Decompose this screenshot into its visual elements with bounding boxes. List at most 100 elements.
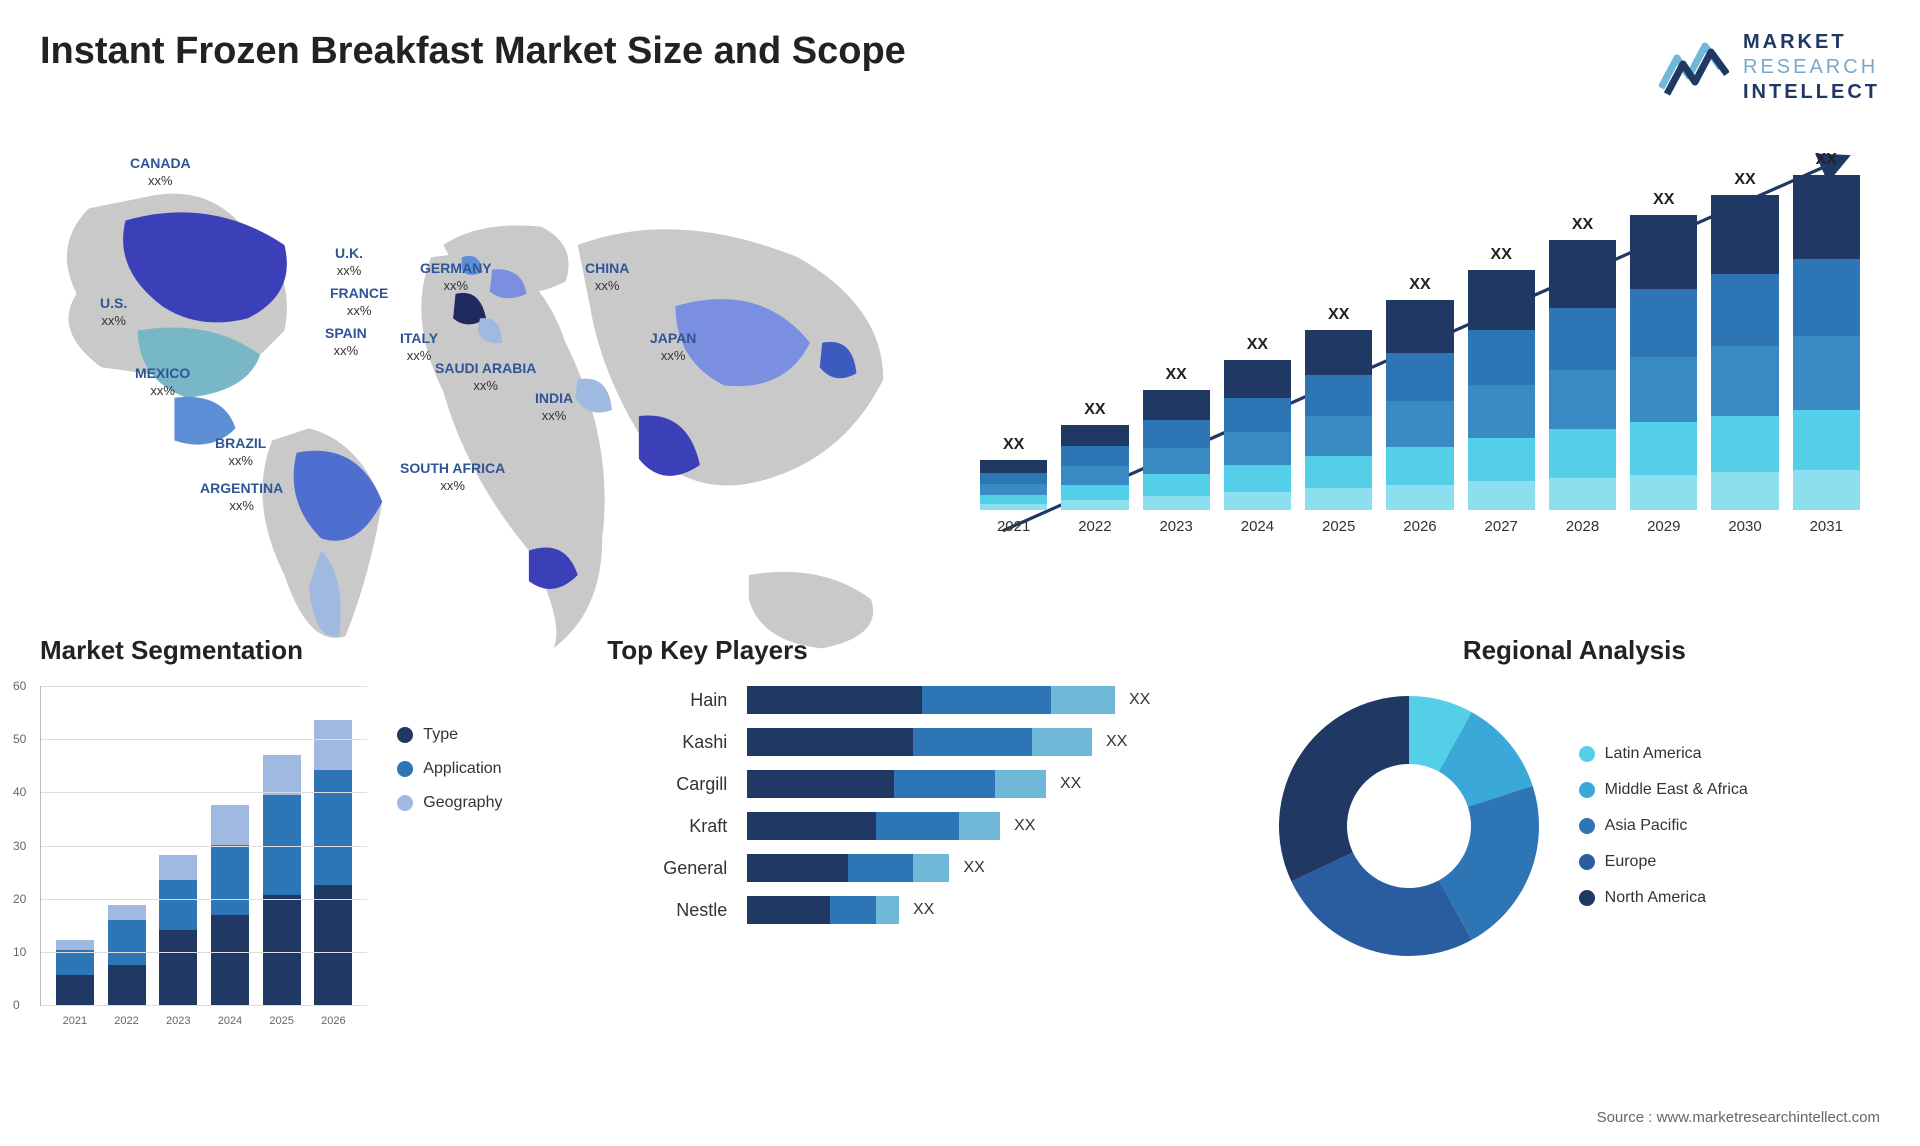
forecast-segment [1224,465,1291,492]
forecast-segment [980,460,1047,473]
seg-column: 2022 [108,905,146,1005]
seg-segment [211,805,249,845]
player-bar [747,770,1046,798]
seg-segment [314,720,352,770]
forecast-segment [1793,470,1860,510]
forecast-value-label: XX [1409,276,1430,294]
gridline [41,846,367,847]
forecast-bar [980,460,1047,510]
forecast-segment [1711,195,1778,274]
legend-item: Type [397,726,557,744]
map-label: ARGENTINAxx% [200,480,283,514]
ytick-label: 10 [13,945,26,959]
legend-swatch [1579,854,1595,870]
player-name: Kashi [607,728,727,756]
seg-segment [56,950,94,975]
seg-segment [108,905,146,920]
forecast-value-label: XX [1572,216,1593,234]
legend-label: Asia Pacific [1605,817,1688,835]
seg-segment [159,880,197,930]
forecast-segment [1630,357,1697,422]
ytick-label: 50 [13,732,26,746]
forecast-value-label: XX [1653,191,1674,209]
forecast-segment [1305,456,1372,488]
forecast-year-label: 2029 [1647,518,1680,535]
forecast-segment [980,484,1047,495]
legend-label: Type [423,726,458,744]
seg-bar [211,805,249,1005]
seg-segment [108,965,146,1005]
forecast-column: XX 2029 [1630,191,1697,535]
forecast-segment [1630,215,1697,289]
forecast-segment [1793,336,1860,410]
player-segment [913,854,950,882]
logo-line3: INTELLECT [1743,80,1880,105]
player-name: Hain [607,686,727,714]
map-label: CANADAxx% [130,155,191,189]
player-segment [747,686,922,714]
ytick-label: 0 [13,998,20,1012]
forecast-value-label: XX [1328,306,1349,324]
forecast-column: XX2031 [1793,151,1860,535]
player-segment [876,896,899,924]
forecast-segment [1793,410,1860,470]
legend-item: Europe [1579,853,1748,871]
forecast-column: XX 2026 [1386,276,1453,535]
forecast-bar [1061,425,1128,510]
player-row: XX [747,686,1218,714]
forecast-bar [1386,300,1453,510]
legend-swatch [1579,782,1595,798]
forecast-value-label: XX [1003,436,1024,454]
legend-swatch [1579,818,1595,834]
forecast-segment [1468,270,1535,330]
forecast-value-label: XX [1247,336,1268,354]
forecast-segment [1386,401,1453,447]
legend-item: Application [397,760,557,778]
forecast-segment [1549,308,1616,370]
regional-title: Regional Analysis [1269,635,1880,666]
forecast-year-label: 2028 [1566,518,1599,535]
player-segment [747,854,848,882]
gridline [41,899,367,900]
legend-label: Europe [1605,853,1657,871]
regional-chart: Latin AmericaMiddle East & AfricaAsia Pa… [1269,686,1880,966]
seg-year-label: 2021 [55,1015,95,1027]
forecast-value-label: XX [1084,401,1105,419]
legend-label: Geography [423,794,502,812]
ytick-label: 30 [13,839,26,853]
segmentation-chart: 202120222023202420252026 0102030405060 T… [40,686,557,1006]
seg-year-label: 2025 [262,1015,302,1027]
forecast-segment [1711,346,1778,415]
source-label: Source : www.marketresearchintellect.com [1597,1109,1880,1126]
forecast-segment [1793,259,1860,336]
legend-swatch [1579,746,1595,762]
legend-swatch [397,761,413,777]
forecast-segment [1305,488,1372,510]
map-label: CHINAxx% [585,260,629,294]
seg-segment [108,920,146,965]
player-bar [747,686,1115,714]
map-svg [40,135,920,673]
player-name: General [607,854,727,882]
segmentation-panel: Market Segmentation 20212022202320242025… [40,635,557,1006]
forecast-segment [1468,385,1535,438]
forecast-bar [1630,215,1697,510]
forecast-segment [1468,330,1535,385]
forecast-segment [1386,485,1453,510]
ytick-label: 40 [13,785,26,799]
seg-bar [314,720,352,1005]
forecast-segment [1386,447,1453,485]
logo-icon [1659,38,1729,98]
player-name: Kraft [607,812,727,840]
forecast-segment [1061,485,1128,500]
seg-segment [314,885,352,1005]
forecast-year-label: 2026 [1403,518,1436,535]
forecast-segment [980,495,1047,504]
seg-column: 2021 [56,940,94,1005]
forecast-bar [1711,195,1778,510]
legend-item: Geography [397,794,557,812]
player-name: Nestle [607,896,727,924]
seg-segment [314,770,352,885]
forecast-segment [1386,300,1453,353]
seg-bar [159,855,197,1005]
